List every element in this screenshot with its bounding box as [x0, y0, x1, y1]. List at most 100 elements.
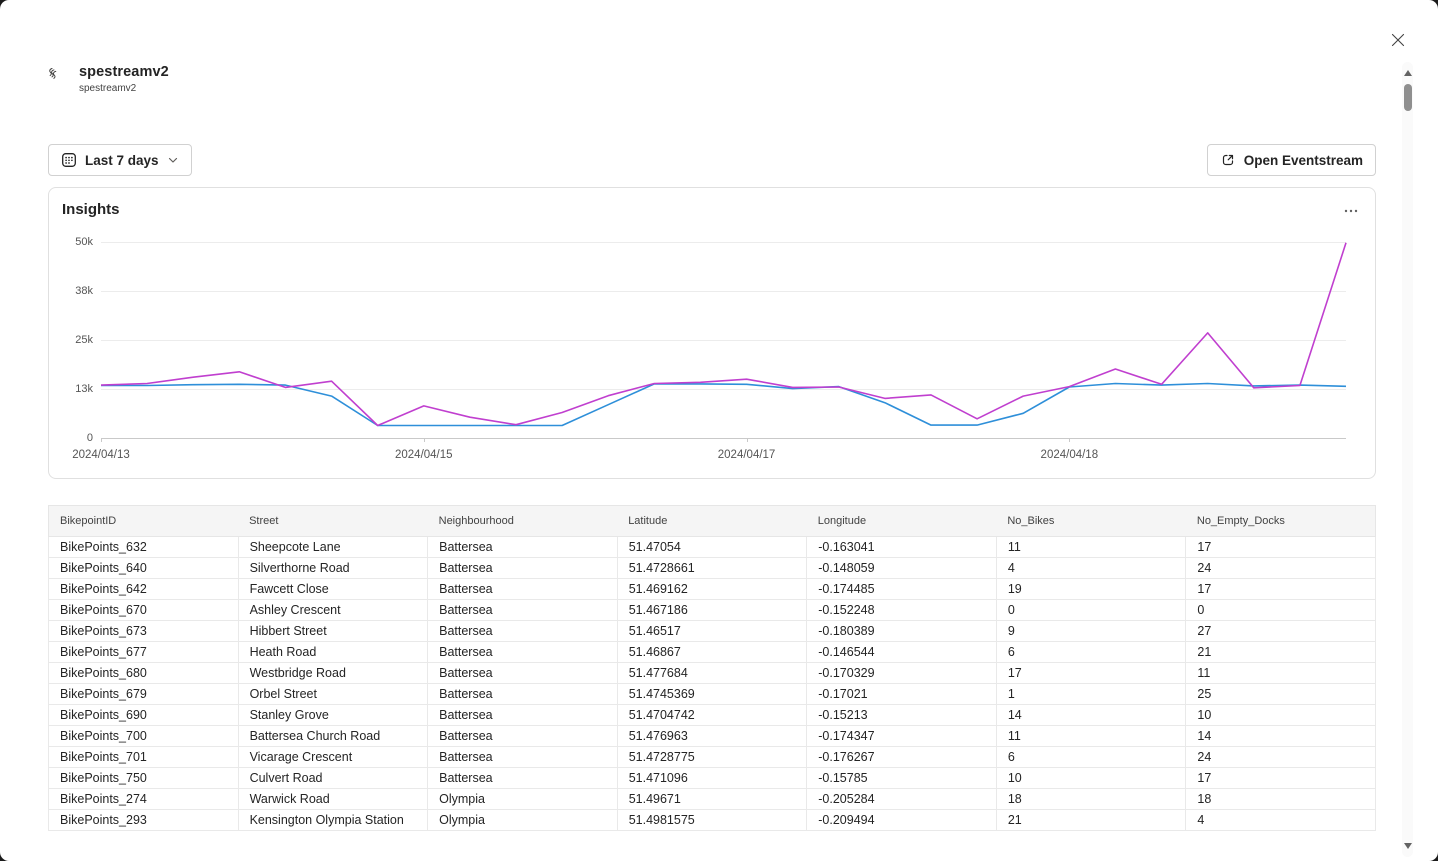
- open-eventstream-button[interactable]: Open Eventstream: [1206, 144, 1376, 176]
- x-axis-label: 2024/04/17: [717, 449, 776, 461]
- page-subtitle: spestreamv2: [79, 83, 137, 94]
- table-cell: -0.15213: [806, 704, 997, 726]
- close-button[interactable]: [1388, 31, 1408, 51]
- table-cell: -0.170329: [806, 662, 997, 684]
- table-cell: 51.4704742: [616, 704, 808, 726]
- y-axis-label: 0: [86, 432, 93, 444]
- table-row: BikePoints_679 Orbel Street Battersea 51.47…: [48, 683, 1376, 705]
- table-row: BikePoints_700 Battersea Church Road Batte…: [48, 725, 1376, 747]
- table-cell: 17: [995, 662, 1187, 684]
- x-axis-label: 2024/04/18: [1040, 449, 1099, 461]
- table-cell: 51.47054: [616, 536, 808, 558]
- data-table: BikepointID Street Neighbourhood Latitude Lo…: [48, 505, 1376, 831]
- table-cell: Ashley Crescent: [237, 599, 429, 621]
- x-axis-tick: [101, 438, 102, 442]
- column-header: No_Empty_Docks: [1185, 505, 1376, 537]
- table-cell: -0.17021: [806, 683, 997, 705]
- table-cell: 6: [995, 641, 1187, 663]
- x-axis-tick: [1069, 438, 1071, 442]
- column-header: No_Bikes: [996, 505, 1186, 537]
- column-header: BikepointID: [48, 505, 239, 537]
- table-row: BikePoints_274 Warwick Road Olympia 51.4967…: [48, 788, 1376, 810]
- scrollbar-thumb[interactable]: [1403, 84, 1412, 111]
- table-cell: 51.4728775: [616, 746, 808, 768]
- vertical-scrollbar[interactable]: [1402, 62, 1413, 857]
- table-row: BikePoints_642 Fawcett Close Battersea 51.4…: [48, 578, 1376, 600]
- time-range-dropdown[interactable]: Last 7 days: [48, 144, 192, 176]
- table-cell: 24: [1185, 557, 1376, 579]
- table-cell: 10: [1185, 704, 1376, 726]
- table-cell: 25: [1185, 683, 1376, 705]
- table-cell: -0.148059: [806, 557, 997, 579]
- table-cell: Culvert Road: [237, 767, 429, 789]
- table-row: BikePoints_632 Sheepcote Lane Battersea 51.…: [48, 536, 1376, 558]
- x-axis-label: 2024/04/15: [394, 449, 453, 461]
- table-row: BikePoints_640 Silverthorne Road Battersea…: [48, 557, 1376, 579]
- table-cell: 51.46517: [616, 620, 808, 642]
- column-header: Street: [238, 505, 428, 537]
- table-cell: BikePoints_293: [48, 809, 239, 831]
- more-options-icon: [1344, 209, 1358, 213]
- table-cell: 51.4981575: [616, 809, 808, 831]
- x-axis-line: [101, 438, 1346, 439]
- close-icon: [1391, 33, 1405, 46]
- open-eventstream-label: Open Eventstream: [1243, 152, 1363, 168]
- table-cell: 51.477684: [616, 662, 808, 684]
- table-cell: BikePoints_642: [48, 578, 239, 600]
- x-axis-label: 2024/04/13: [72, 449, 130, 461]
- table-cell: Orbel Street: [237, 683, 429, 705]
- y-axis-label: 25k: [75, 334, 93, 346]
- table-cell: BikePoints_677: [48, 641, 239, 663]
- scroll-down-icon[interactable]: [1403, 843, 1412, 849]
- table-cell: 17: [1185, 536, 1376, 558]
- table-cell: Sheepcote Lane: [237, 536, 429, 558]
- gridline: [101, 291, 1346, 292]
- table-cell: Battersea Church Road: [237, 725, 429, 747]
- gridline: [101, 340, 1346, 341]
- table-cell: 14: [995, 704, 1187, 726]
- x-axis-tick: [423, 438, 425, 442]
- table-cell: BikePoints_274: [48, 788, 239, 810]
- table-cell: Battersea: [427, 536, 618, 558]
- table-cell: -0.209494: [806, 809, 997, 831]
- table-cell: 51.471096: [616, 767, 808, 789]
- table-cell: BikePoints_701: [48, 746, 239, 768]
- table-cell: 51.46867: [616, 641, 808, 663]
- table-row: BikePoints_673 Hibbert Street Battersea 51.…: [48, 620, 1376, 642]
- table-cell: -0.180389: [806, 620, 997, 642]
- column-header: Neighbourhood: [427, 505, 618, 537]
- scroll-up-icon[interactable]: [1403, 70, 1412, 76]
- table-cell: 51.469162: [616, 578, 808, 600]
- table-cell: 0: [995, 599, 1187, 621]
- table-cell: Battersea: [427, 557, 618, 579]
- table-cell: Battersea: [427, 620, 618, 642]
- table-cell: Silverthorne Road: [237, 557, 429, 579]
- column-header: Longitude: [806, 505, 997, 537]
- table-cell: Olympia: [427, 809, 618, 831]
- table-row: BikePoints_293 Kensington Olympia Station…: [48, 809, 1376, 831]
- table-cell: BikePoints_680: [48, 662, 239, 684]
- table-cell: 0: [1185, 599, 1376, 621]
- table-cell: 27: [1185, 620, 1376, 642]
- table-cell: 51.476963: [616, 725, 808, 747]
- table-cell: 51.4745369: [616, 683, 808, 705]
- table-cell: 17: [1185, 767, 1376, 789]
- table-cell: -0.174485: [806, 578, 997, 600]
- gridline: [101, 242, 1346, 243]
- table-cell: Battersea: [427, 578, 618, 600]
- more-options-button[interactable]: [1339, 198, 1363, 221]
- chevron-down-icon: [168, 157, 177, 163]
- eventstream-icon: [49, 68, 57, 79]
- insights-card: Insights 50k 38k 25k 13k 0 2024/04: [48, 187, 1376, 479]
- toolbar: Last 7 days Open Eventstream: [48, 144, 1376, 176]
- table-cell: 51.467186: [616, 599, 808, 621]
- table-cell: Vicarage Crescent: [237, 746, 429, 768]
- gridline: [101, 389, 1346, 390]
- table-cell: Kensington Olympia Station: [237, 809, 429, 831]
- table-cell: BikePoints_632: [48, 536, 239, 558]
- table-row: BikePoints_680 Westbridge Road Battersea 51…: [48, 662, 1376, 684]
- table-cell: -0.205284: [806, 788, 997, 810]
- x-axis-tick: [746, 438, 748, 442]
- y-axis-label: 50k: [75, 236, 93, 248]
